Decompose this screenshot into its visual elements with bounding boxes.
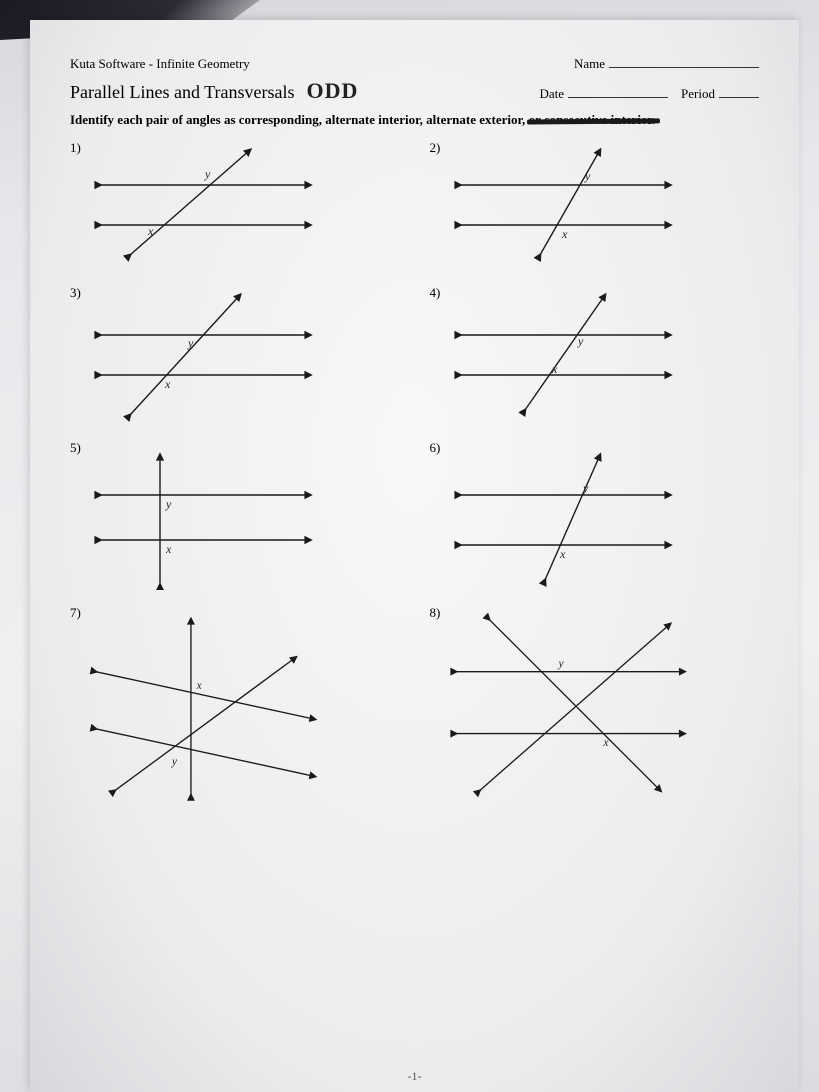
date-label: Date [540, 86, 565, 101]
header-row: Kuta Software - Infinite Geometry Name [70, 55, 759, 72]
instructions-text: Identify each pair of angles as correspo… [70, 112, 529, 127]
title-row: Parallel Lines and Transversals ODD Date… [70, 78, 759, 104]
problem-1: 1) y x [70, 140, 400, 275]
diagram-6: y x [430, 440, 710, 590]
diagram-5: y x [70, 440, 350, 590]
problem-number: 5) [70, 440, 81, 456]
page-number: -1- [408, 1069, 422, 1084]
problem-number: 1) [70, 140, 81, 156]
label-x: x [165, 542, 172, 556]
worksheet-title: Parallel Lines and Transversals [70, 82, 294, 102]
name-label: Name [574, 56, 605, 71]
label-y: y [577, 334, 584, 348]
diagram-3: y x [70, 285, 350, 425]
label-y: y [584, 169, 591, 183]
instructions: Identify each pair of angles as correspo… [70, 112, 759, 128]
label-x: x [551, 362, 558, 376]
name-blank[interactable] [609, 55, 759, 68]
name-field: Name [574, 55, 759, 72]
label-x: x [164, 377, 171, 391]
problem-3: 3) y x [70, 285, 400, 430]
label-y: y [171, 756, 178, 768]
diagram-2: y x [430, 140, 710, 270]
problem-number: 7) [70, 605, 81, 621]
date-blank[interactable] [568, 85, 668, 98]
problem-6: 6) y x [430, 440, 760, 595]
label-y: y [582, 481, 589, 495]
label-x: x [147, 224, 154, 238]
diagram-7: x y [70, 605, 350, 805]
problem-number: 6) [430, 440, 441, 456]
date-period: Date Period [540, 85, 760, 102]
label-x: x [559, 547, 566, 561]
problem-number: 4) [430, 285, 441, 301]
software-name: Kuta Software - Infinite Geometry [70, 56, 250, 72]
problem-4: 4) y x [430, 285, 760, 430]
problem-number: 8) [430, 605, 441, 621]
label-x: x [602, 737, 608, 749]
diagram-4: y x [430, 285, 710, 425]
problem-number: 2) [430, 140, 441, 156]
period-blank[interactable] [719, 85, 759, 98]
label-x: x [561, 227, 568, 241]
label-y: y [165, 497, 172, 511]
handwritten-odd: ODD [306, 78, 358, 103]
label-y: y [187, 336, 194, 350]
diagram-8: y x [430, 605, 710, 805]
problem-8: 8) y x [430, 605, 760, 810]
problems-grid: 1) y x 2) y x [70, 140, 759, 810]
problem-number: 3) [70, 285, 81, 301]
problem-2: 2) y x [430, 140, 760, 275]
label-x: x [196, 680, 202, 692]
diagram-1: y x [70, 140, 350, 270]
worksheet-page: Kuta Software - Infinite Geometry Name P… [30, 20, 799, 1092]
instructions-struck: or consecutive interior. [529, 112, 656, 128]
period-label: Period [681, 86, 715, 101]
label-y: y [204, 167, 211, 181]
problem-5: 5) y x [70, 440, 400, 595]
problem-7: 7) x y [70, 605, 400, 810]
label-y: y [557, 658, 564, 670]
